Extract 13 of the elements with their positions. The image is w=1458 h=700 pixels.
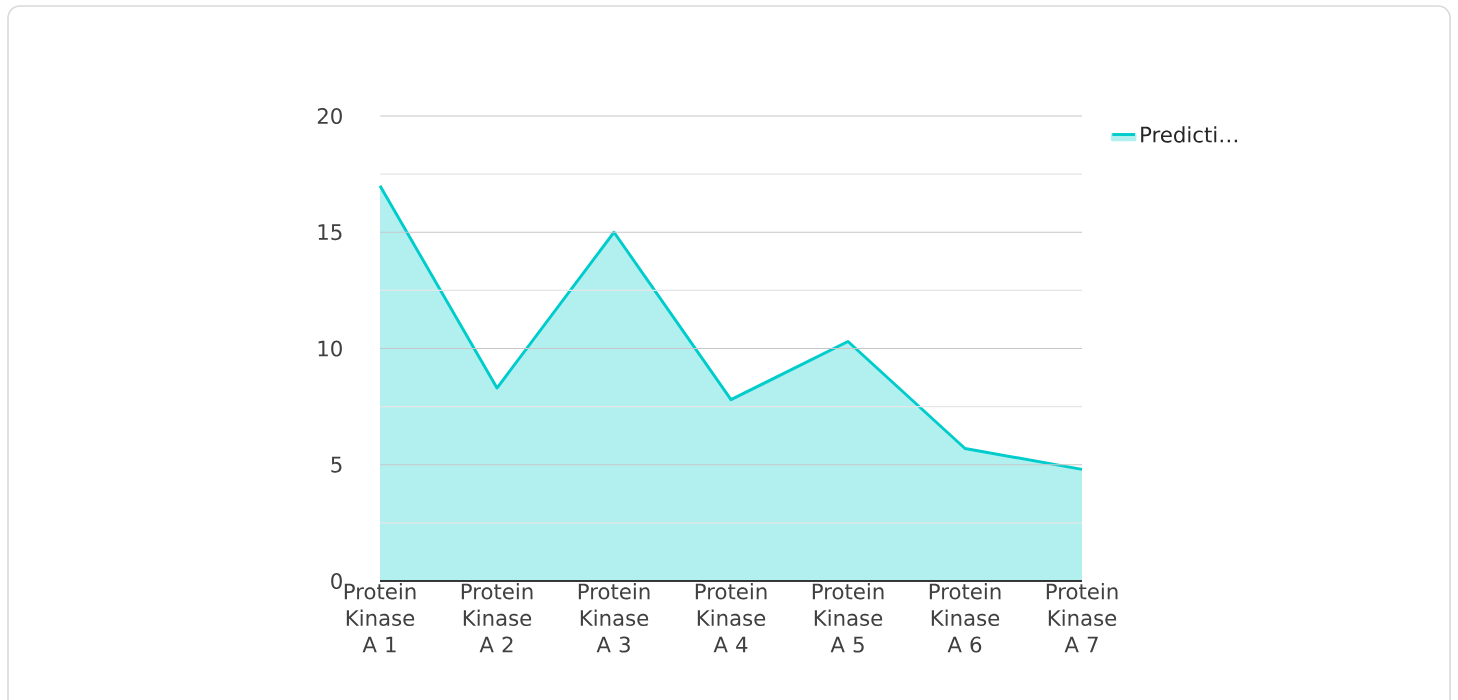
y-tick-label: 15 (318, 224, 342, 241)
y-tick-label: 20 (317, 107, 342, 125)
x-tick-label: Protein Kinase A 2 (461, 583, 533, 653)
x-tick-label: Protein Kinase A 3 (578, 583, 650, 653)
x-tick-label: Protein Kinase A 5 (812, 583, 884, 653)
x-tick-label: Protein Kinase A 4 (695, 583, 767, 653)
y-tick-label: 10 (318, 340, 342, 357)
legend-label: Predicti… (1141, 126, 1238, 143)
y-tick-label: 5 (331, 456, 342, 473)
x-tick-label: Protein Kinase A 6 (929, 583, 1001, 653)
x-tick-label: Protein Kinase A 7 (1046, 583, 1118, 653)
y-tick-label: 0 (331, 572, 342, 590)
x-tick-label: Protein Kinase A 1 (344, 583, 416, 653)
